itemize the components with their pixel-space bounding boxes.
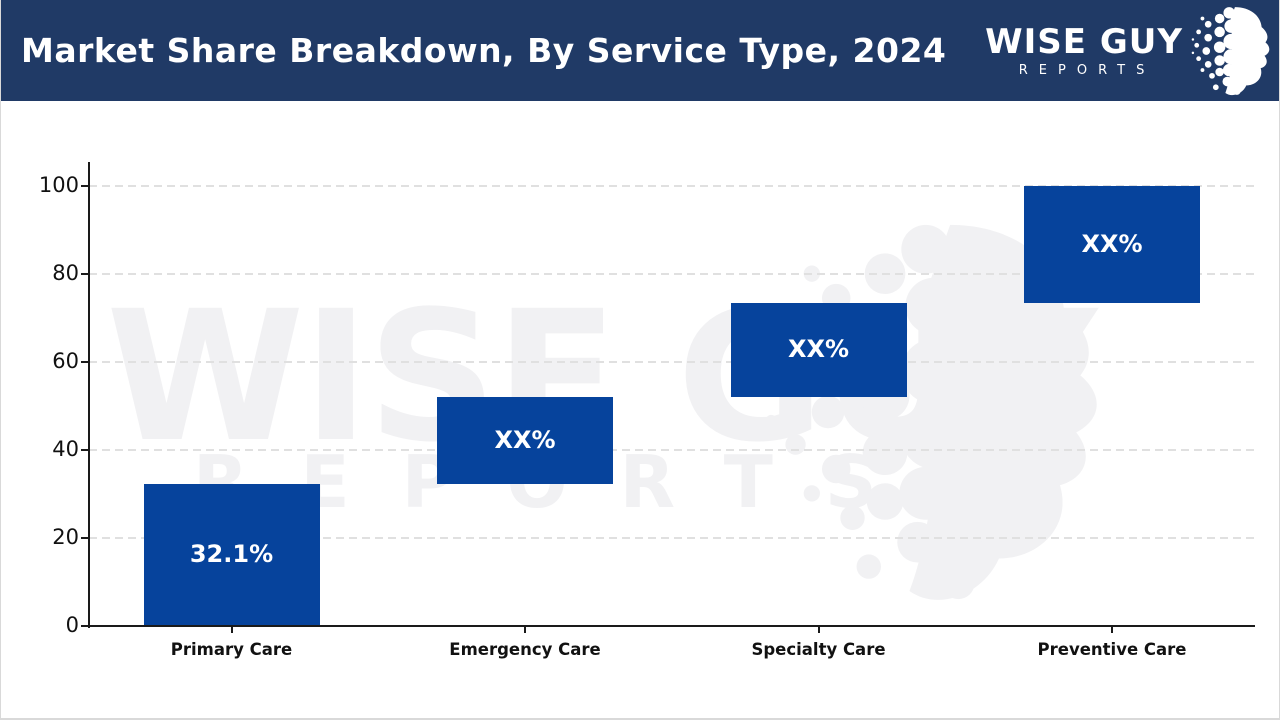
logo-dot-head-icon xyxy=(1191,6,1270,95)
y-tick-40 xyxy=(81,448,89,451)
bar-specialty-care xyxy=(730,303,907,397)
y-tick-label-60: 60 xyxy=(52,348,79,373)
header: Market Share Breakdown, By Service Type,… xyxy=(1,0,1279,101)
logo-tagline: REPORTS xyxy=(1018,62,1156,78)
gridline-80 xyxy=(89,272,1254,275)
gridline-60 xyxy=(89,360,1254,363)
x-tick-3 xyxy=(817,625,820,633)
y-tick-label-100: 100 xyxy=(38,173,79,197)
x-category-label: Specialty Care xyxy=(751,640,886,659)
bar-value-label: XX% xyxy=(787,335,850,364)
wise-guy-reports-logo: WISE GUY REPORTS xyxy=(985,0,1275,101)
logo-wordmark: WISE GUY xyxy=(985,21,1183,62)
bar-value-label: 32.1% xyxy=(189,539,274,568)
bar-emergency-care xyxy=(437,396,613,485)
y-axis-line xyxy=(88,162,90,628)
bar-primary-care xyxy=(143,484,320,626)
y-tick-80 xyxy=(81,272,89,275)
gridline-100 xyxy=(89,185,1254,187)
chart-title: Market Share Breakdown, By Service Type,… xyxy=(21,31,947,70)
y-tick-0 xyxy=(81,624,89,627)
x-category-label: Preventive Care xyxy=(1037,640,1187,659)
y-tick-label-20: 20 xyxy=(52,524,79,549)
y-tick-label-80: 80 xyxy=(52,260,79,285)
bar-preventive-care xyxy=(1024,186,1200,304)
gridline-40 xyxy=(89,448,1254,451)
x-tick-2 xyxy=(524,625,526,633)
x-category-label: Primary Care xyxy=(170,640,293,659)
y-tick-label-40: 40 xyxy=(52,436,79,461)
y-tick-label-0: 0 xyxy=(65,612,79,637)
bar-value-label: XX% xyxy=(494,425,556,454)
x-category-label: Emergency Care xyxy=(449,640,601,659)
logo-wordmark-block: WISE GUY REPORTS xyxy=(985,25,1183,77)
x-tick-1 xyxy=(230,625,233,633)
bar-value-label: XX% xyxy=(1081,229,1143,258)
y-tick-100 xyxy=(81,185,89,187)
y-tick-20 xyxy=(81,536,89,539)
x-tick-4 xyxy=(1111,625,1113,633)
x-axis-line xyxy=(88,624,1255,627)
y-tick-60 xyxy=(81,360,89,363)
gridline-20 xyxy=(89,536,1254,539)
